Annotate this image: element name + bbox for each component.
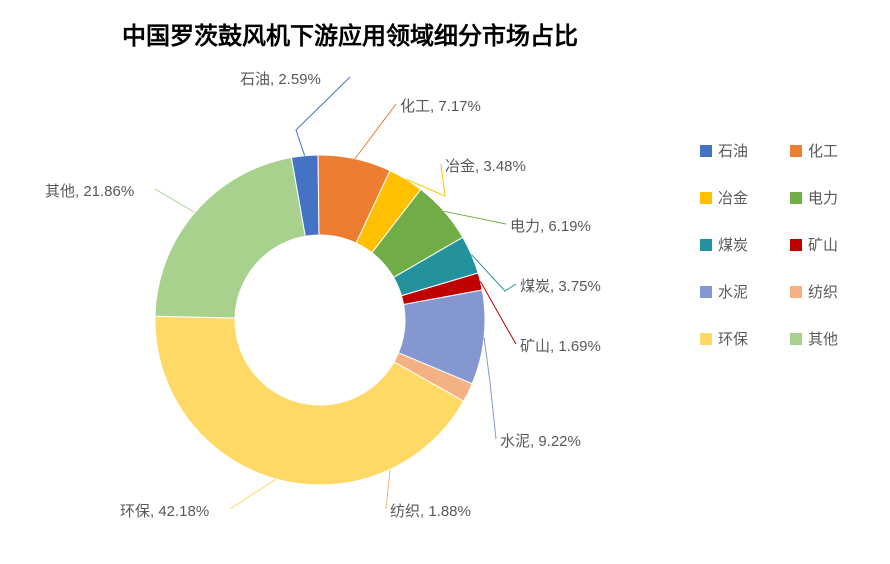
- legend-item-矿山: 矿山: [790, 234, 870, 255]
- legend-item-化工: 化工: [790, 140, 870, 161]
- label-石油: 石油, 2.59%: [240, 68, 321, 89]
- legend-item-石油: 石油: [700, 140, 780, 161]
- label-水泥: 水泥, 9.22%: [500, 430, 581, 451]
- legend-item-纺织: 纺织: [790, 281, 870, 302]
- label-环保: 环保, 42.18%: [120, 500, 209, 521]
- legend-label: 其他: [808, 328, 838, 349]
- legend-swatch: [790, 192, 802, 204]
- leader-化工: [355, 104, 396, 159]
- legend-label: 电力: [808, 187, 838, 208]
- slice-其他: [155, 158, 305, 319]
- leader-其他: [155, 189, 195, 213]
- label-电力: 电力, 6.19%: [510, 215, 591, 236]
- legend-swatch: [700, 192, 712, 204]
- label-化工: 化工, 7.17%: [400, 95, 481, 116]
- legend-label: 石油: [718, 140, 748, 161]
- legend-item-电力: 电力: [790, 187, 870, 208]
- legend-swatch: [700, 286, 712, 298]
- legend-item-水泥: 水泥: [700, 281, 780, 302]
- chart-title: 中国罗茨鼓风机下游应用领域细分市场占比: [0, 16, 700, 51]
- legend: 石油 化工冶金 电力煤炭 矿山水泥 纺织环保 其他: [700, 140, 870, 349]
- legend-swatch: [790, 239, 802, 251]
- legend-label: 煤炭: [718, 234, 748, 255]
- label-煤炭: 煤炭, 3.75%: [520, 275, 601, 296]
- legend-swatch: [790, 286, 802, 298]
- label-纺织: 纺织, 1.88%: [390, 500, 471, 521]
- legend-item-其他: 其他: [790, 328, 870, 349]
- leader-水泥: [484, 338, 496, 439]
- legend-swatch: [790, 145, 802, 157]
- label-冶金: 冶金, 3.48%: [445, 155, 526, 176]
- legend-swatch: [790, 333, 802, 345]
- legend-label: 化工: [808, 140, 838, 161]
- doughnut-chart: 石油, 2.59% 化工, 7.17% 冶金, 3.48% 电力, 6.19% 煤炭, …: [0, 60, 700, 560]
- chart-svg: [0, 60, 700, 560]
- legend-swatch: [700, 239, 712, 251]
- label-其他: 其他, 21.86%: [45, 180, 134, 201]
- legend-label: 纺织: [808, 281, 838, 302]
- container: 中国罗茨鼓风机下游应用领域细分市场占比 石油, 2.59% 化工, 7.17% 冶金…: [0, 0, 890, 564]
- legend-label: 水泥: [718, 281, 748, 302]
- legend-swatch: [700, 333, 712, 345]
- label-矿山: 矿山, 1.69%: [520, 335, 601, 356]
- leader-环保: [230, 479, 276, 509]
- legend-label: 环保: [718, 328, 748, 349]
- legend-label: 冶金: [718, 187, 748, 208]
- legend-item-煤炭: 煤炭: [700, 234, 780, 255]
- legend-item-环保: 环保: [700, 328, 780, 349]
- legend-swatch: [700, 145, 712, 157]
- legend-label: 矿山: [808, 234, 838, 255]
- leader-矿山: [480, 281, 516, 344]
- legend-item-冶金: 冶金: [700, 187, 780, 208]
